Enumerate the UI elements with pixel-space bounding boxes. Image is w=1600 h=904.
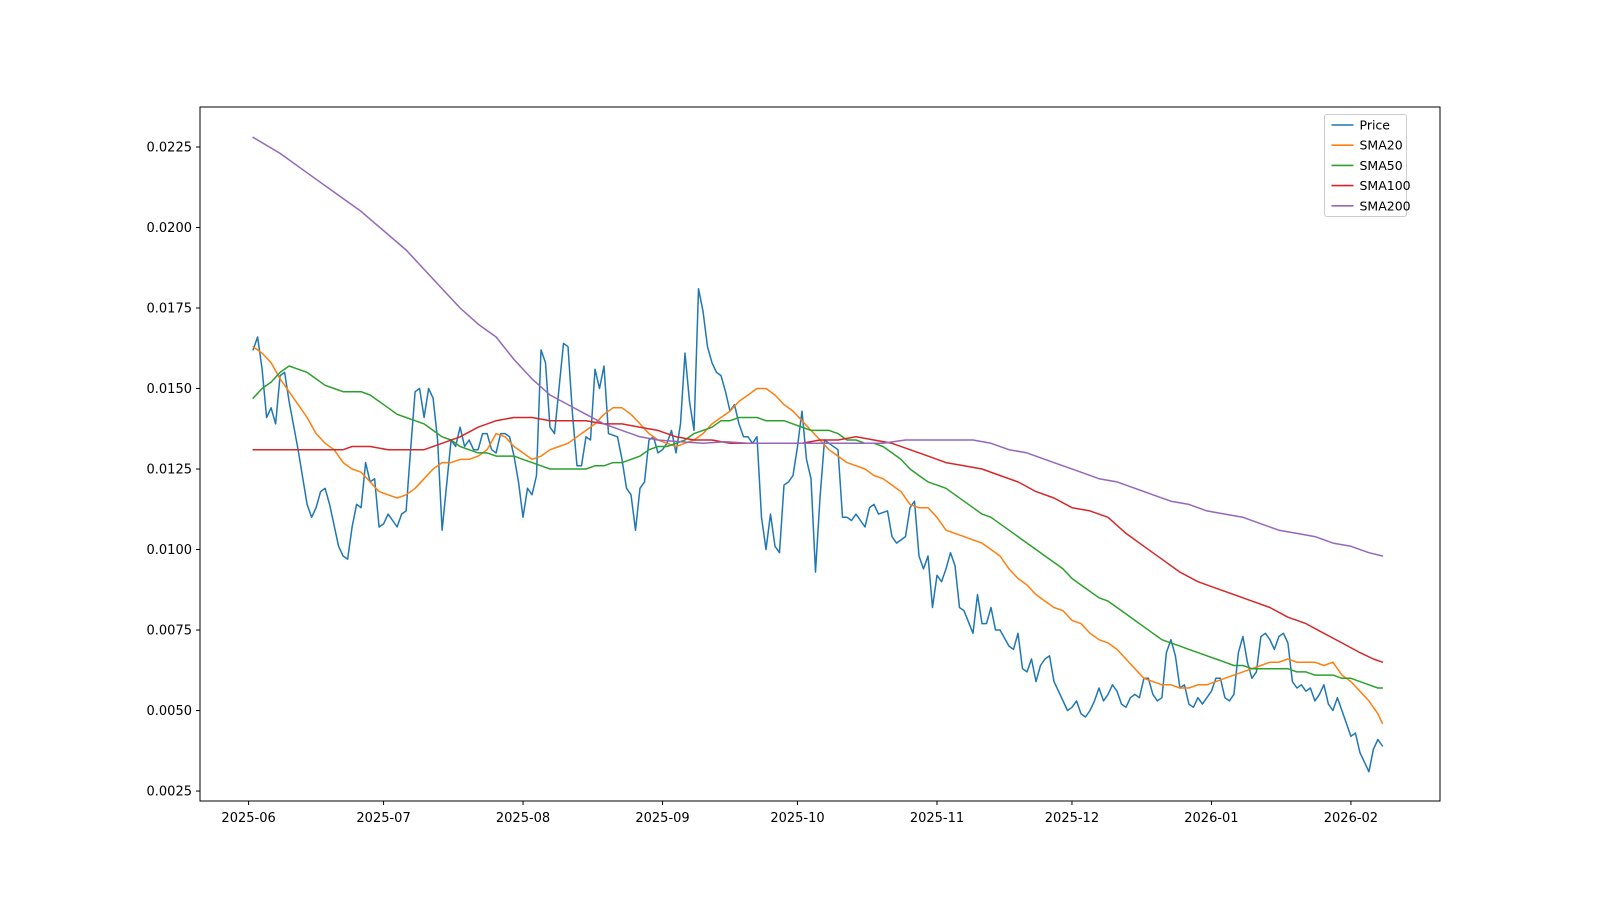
y-tick-label: 0.0150 [147, 382, 193, 397]
legend-label-sma100: SMA100 [1360, 178, 1411, 193]
plot-border [199, 106, 1441, 802]
legend: Price SMA20 SMA50 SMA100 SMA200 [1324, 114, 1411, 217]
x-tick-label: 2025-07 [356, 811, 410, 826]
y-tick-label: 0.0125 [147, 463, 193, 478]
y-tick-label: 0.0050 [147, 704, 193, 719]
legend-label-sma200: SMA200 [1360, 198, 1411, 213]
x-tick-label: 2026-01 [1184, 811, 1238, 826]
x-tick-label: 2026-02 [1324, 811, 1378, 826]
y-tick-label: 0.0025 [147, 785, 193, 800]
x-tick-label: 2025-11 [910, 811, 964, 826]
x-tick-label: 2025-06 [221, 811, 275, 826]
legend-label-price: Price [1360, 118, 1391, 133]
legend-box [1324, 114, 1407, 217]
series-line-sma50 [252, 365, 1384, 689]
series-line-sma100 [252, 416, 1384, 663]
x-tick-label: 2025-10 [770, 811, 824, 826]
legend-label-sma50: SMA50 [1360, 158, 1403, 173]
x-tick-label: 2025-12 [1045, 811, 1099, 826]
y-axis: 0.0025 0.0050 0.0075 0.0100 0.0125 0.0150 0.01… [147, 140, 200, 800]
y-tick-label: 0.0225 [147, 140, 193, 155]
y-tick-label: 0.0200 [147, 221, 193, 236]
y-tick-label: 0.0075 [147, 624, 193, 639]
y-tick-label: 0.0100 [147, 543, 193, 558]
y-tick-label: 0.0175 [147, 302, 193, 317]
legend-label-sma20: SMA20 [1360, 138, 1403, 153]
series-line-price [252, 287, 1384, 773]
x-tick-label: 2025-08 [496, 811, 550, 826]
x-tick-label: 2025-09 [635, 811, 689, 826]
series-line-sma200 [252, 136, 1384, 557]
x-axis: 2025-06 2025-07 2025-08 2025-09 2025-10 2025-… [221, 801, 1378, 826]
